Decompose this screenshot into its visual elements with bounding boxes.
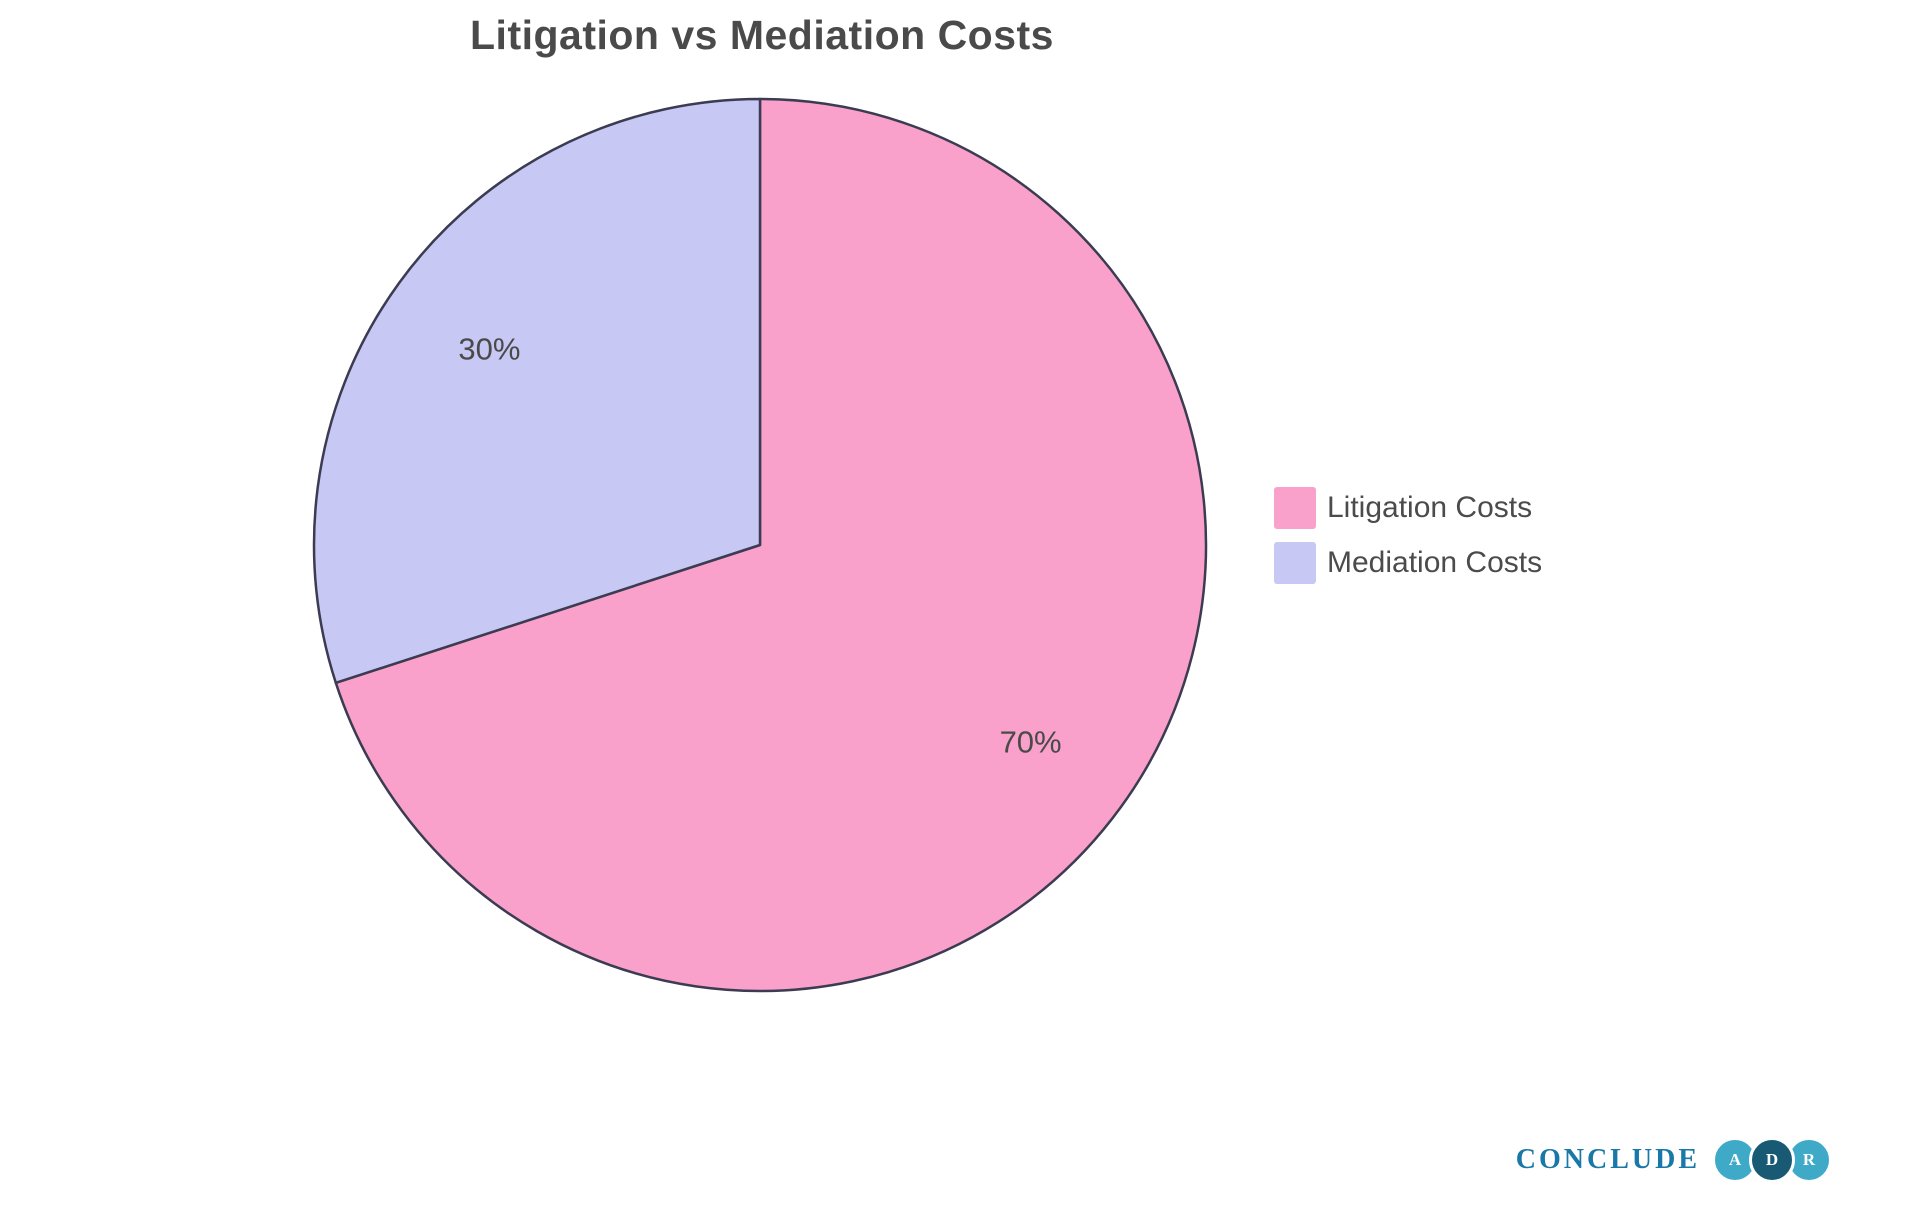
brand-badge-r: R — [1786, 1137, 1832, 1183]
pie-slice-label-0: 70% — [1000, 724, 1062, 759]
brand-badges: A D R — [1712, 1137, 1832, 1183]
pie-slice-0 — [334, 97, 1208, 993]
legend-item-litigation-costs: Litigation Costs — [1274, 487, 1542, 529]
legend-label-litigation-costs: Litigation Costs — [1327, 491, 1533, 524]
legend-swatch-mediation-costs — [1274, 542, 1316, 584]
legend-swatch-litigation-costs — [1274, 487, 1316, 529]
brand-logo: CONCLUDE A D R — [1516, 1137, 1832, 1183]
legend-label-mediation-costs: Mediation Costs — [1327, 546, 1543, 579]
brand-badge-d: D — [1749, 1137, 1795, 1183]
chart-title: Litigation vs Mediation Costs — [470, 12, 1054, 58]
legend: Litigation Costs Mediation Costs — [1274, 487, 1542, 584]
pie-slice-1 — [312, 97, 762, 685]
brand-wordmark: CONCLUDE — [1515, 1144, 1700, 1175]
legend-item-mediation-costs: Mediation Costs — [1274, 542, 1542, 584]
pie-slice-label-1: 30% — [458, 331, 520, 366]
